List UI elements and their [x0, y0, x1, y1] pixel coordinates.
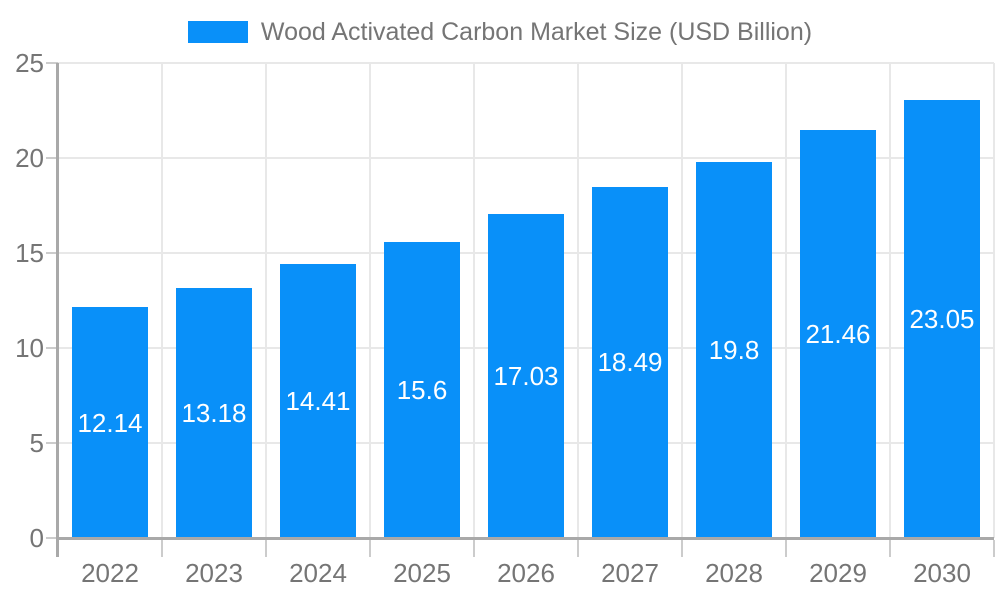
- x-axis-tick-label: 2023: [185, 558, 243, 588]
- bar-value-label: 13.18: [181, 397, 247, 428]
- bar[interactable]: 21.46: [800, 130, 876, 538]
- gridline-vertical: [473, 63, 475, 538]
- y-axis-tick-label: 15: [15, 238, 44, 268]
- x-axis-boundary-tick: [369, 540, 371, 557]
- x-axis-tick-label: 2027: [601, 558, 659, 588]
- x-axis-tick-label: 2026: [497, 558, 555, 588]
- y-axis-tick: [46, 157, 58, 159]
- bar-value-label: 23.05: [909, 304, 975, 335]
- x-axis-boundary-tick: [161, 540, 163, 557]
- gridline-vertical: [785, 63, 787, 538]
- y-axis-tick-label: 5: [29, 428, 44, 458]
- y-axis-tick-label: 25: [15, 48, 44, 78]
- x-axis-boundary-tick: [577, 540, 579, 557]
- bar[interactable]: 18.49: [592, 186, 668, 538]
- y-axis-tick: [46, 62, 58, 64]
- bar-value-label: 15.6: [396, 374, 448, 405]
- bar[interactable]: 19.8: [696, 161, 772, 538]
- bar-value-label: 18.49: [597, 347, 663, 378]
- x-axis-tick-label: 2030: [913, 558, 971, 588]
- legend-swatch: [187, 21, 248, 43]
- gridline-horizontal: [58, 157, 994, 159]
- y-axis-tick: [46, 347, 58, 349]
- bar[interactable]: 23.05: [904, 100, 980, 538]
- plot-right-border: [993, 63, 995, 538]
- bar-value-label: 12.14: [77, 407, 143, 438]
- x-axis-boundary-tick: [993, 540, 995, 557]
- bar-value-label: 17.03: [493, 361, 559, 392]
- x-axis-tick-label: 2024: [289, 558, 347, 588]
- gridline-vertical: [577, 63, 579, 538]
- bar-value-label: 14.41: [285, 386, 351, 417]
- x-axis-boundary-tick: [265, 540, 267, 557]
- x-axis-boundary-tick: [785, 540, 787, 557]
- gridline-horizontal: [58, 62, 994, 64]
- legend[interactable]: Wood Activated Carbon Market Size (USD B…: [0, 18, 1000, 46]
- x-axis-tick-label: 2029: [809, 558, 867, 588]
- x-axis-tick-label: 2025: [393, 558, 451, 588]
- bar[interactable]: 12.14: [72, 307, 148, 538]
- bar[interactable]: 17.03: [488, 214, 564, 538]
- gridline-vertical: [161, 63, 163, 538]
- y-axis-tick: [46, 252, 58, 254]
- gridline-vertical: [681, 63, 683, 538]
- legend-series-label: Wood Activated Carbon Market Size (USD B…: [260, 18, 813, 46]
- bar-value-label: 21.46: [805, 319, 871, 350]
- bar[interactable]: 14.41: [280, 264, 356, 538]
- y-axis-line: [56, 63, 59, 557]
- bar-value-label: 19.8: [708, 334, 760, 365]
- y-axis-tick: [46, 442, 58, 444]
- x-axis-boundary-tick: [473, 540, 475, 557]
- gridline-vertical: [369, 63, 371, 538]
- y-axis-tick: [46, 537, 58, 539]
- bar[interactable]: 13.18: [176, 287, 252, 538]
- x-axis-tick-label: 2028: [705, 558, 763, 588]
- x-axis-line: [58, 537, 994, 540]
- gridline-vertical: [889, 63, 891, 538]
- bar[interactable]: 15.6: [384, 241, 460, 538]
- y-axis-tick-label: 0: [29, 523, 44, 553]
- y-axis-tick-label: 10: [15, 333, 44, 363]
- y-axis-tick-label: 20: [15, 143, 44, 173]
- x-axis-boundary-tick: [681, 540, 683, 557]
- x-axis-tick-label: 2022: [81, 558, 139, 588]
- gridline-vertical: [265, 63, 267, 538]
- x-axis-boundary-tick: [889, 540, 891, 557]
